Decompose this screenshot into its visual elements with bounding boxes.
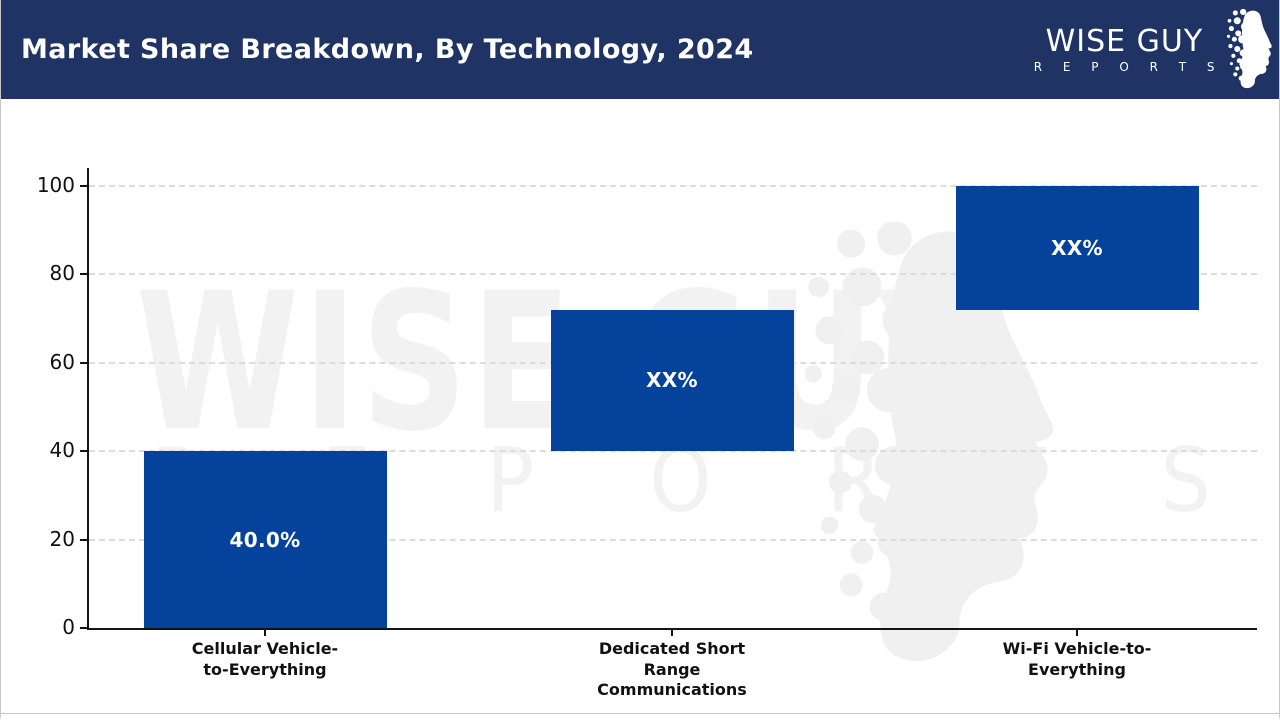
y-tick-mark xyxy=(80,538,87,541)
x-category-label: Wi-Fi Vehicle-to- Everything xyxy=(1002,639,1152,679)
y-tick-label: 100 xyxy=(36,173,75,197)
x-axis-line xyxy=(87,628,1257,630)
y-tick-label: 20 xyxy=(49,526,75,551)
header-bar: Market Share Breakdown, By Technology, 2… xyxy=(1,0,1279,99)
y-axis-line xyxy=(87,168,89,630)
x-tick-mark xyxy=(264,630,266,636)
gridline xyxy=(89,273,1257,276)
y-tick-mark xyxy=(80,450,87,453)
y-tick-mark xyxy=(80,273,87,276)
bar: XX% xyxy=(550,309,794,452)
x-category-label: Dedicated Short Range Communications xyxy=(597,639,747,699)
y-tick-mark xyxy=(80,361,87,364)
bar-value-label: XX% xyxy=(646,368,698,393)
y-tick-label: 80 xyxy=(49,261,75,286)
y-tick-mark xyxy=(80,627,87,629)
bar: XX% xyxy=(955,186,1199,310)
x-tick-mark xyxy=(671,630,673,636)
wise-guy-reports-logo: WISE GUY R E P O R T S xyxy=(1026,8,1279,91)
logo-head-icon xyxy=(1226,8,1272,88)
gridline xyxy=(89,185,1257,187)
y-tick-label: 60 xyxy=(49,349,75,374)
bar-value-label: XX% xyxy=(1051,235,1103,260)
logo-name: WISE GUY xyxy=(1045,23,1204,59)
y-tick-mark xyxy=(80,185,87,187)
y-tick-label: 0 xyxy=(62,615,75,639)
bar-value-label: 40.0% xyxy=(229,527,301,552)
y-tick-label: 40 xyxy=(49,438,75,463)
gridline xyxy=(89,538,1257,541)
bar: 40.0% xyxy=(143,451,387,628)
logo-text: WISE GUY R E P O R T S xyxy=(1026,23,1223,74)
logo-subtitle: R E P O R T S xyxy=(1033,59,1223,74)
page-title: Market Share Breakdown, By Technology, 2… xyxy=(21,34,754,65)
x-tick-mark xyxy=(1076,630,1078,636)
x-category-label: Cellular Vehicle- to-Everything xyxy=(191,639,339,679)
gridline xyxy=(89,450,1257,453)
